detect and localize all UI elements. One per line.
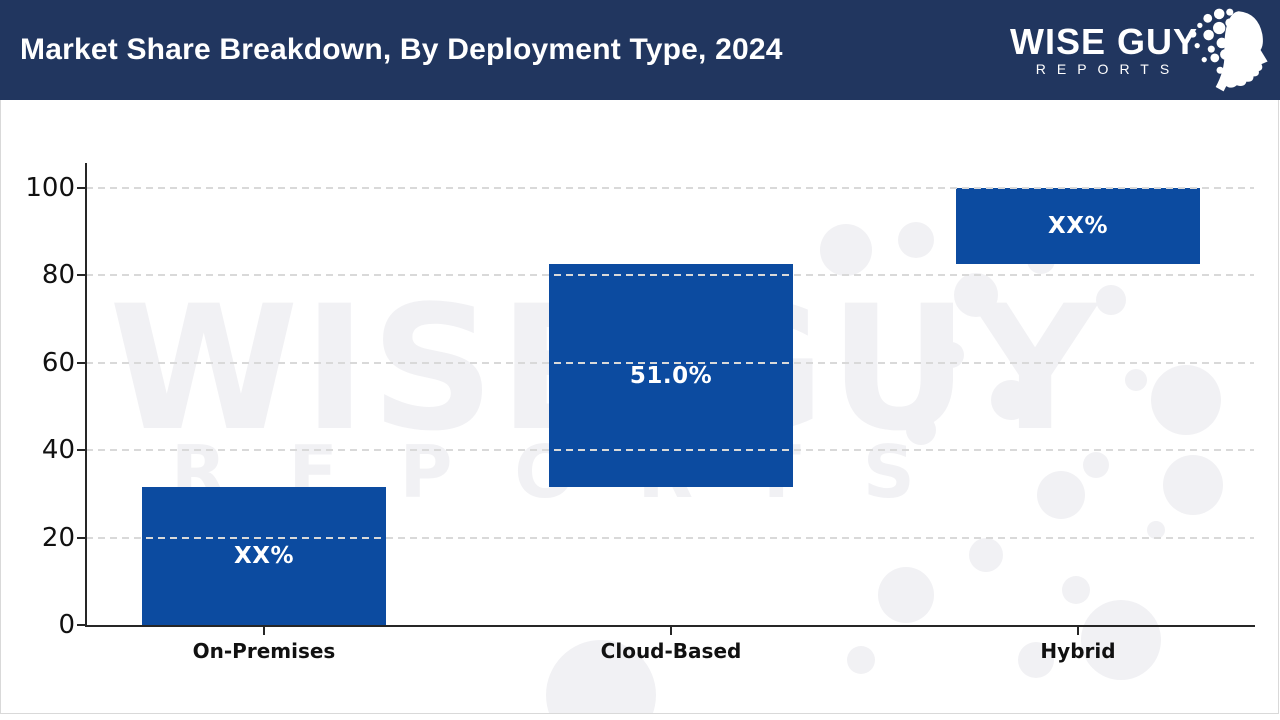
x-tick-label: Cloud-Based bbox=[600, 639, 742, 663]
y-tick-mark bbox=[77, 449, 85, 452]
brand-logo: WISE GUY REPORTS bbox=[1010, 6, 1272, 94]
bar: XX% bbox=[142, 487, 386, 625]
y-tick-label: 60 bbox=[41, 347, 75, 378]
x-tick-mark bbox=[263, 627, 265, 635]
y-tick-label: 20 bbox=[41, 522, 75, 553]
x-tick-label: Hybrid bbox=[1040, 639, 1116, 663]
plot-area: 0 20 40 60 80 100 XX% On-Premises 51.0% Cloud-Bas… bbox=[1, 100, 1278, 713]
y-tick-mark bbox=[77, 536, 85, 539]
gridline bbox=[86, 361, 1254, 364]
y-tick-label: 80 bbox=[41, 260, 75, 291]
y-tick-label: 0 bbox=[58, 610, 75, 640]
bar-value-label: XX% bbox=[233, 543, 294, 570]
x-tick-mark bbox=[670, 627, 672, 635]
brand-subtitle: REPORTS bbox=[1035, 60, 1181, 77]
x-tick-mark bbox=[1077, 627, 1079, 635]
y-tick-label: 100 bbox=[25, 172, 75, 203]
gridline bbox=[86, 536, 1254, 539]
brand-name: WISE GUY bbox=[1009, 20, 1198, 62]
gridline bbox=[86, 274, 1254, 277]
bar-value-label: 51.0% bbox=[629, 362, 713, 389]
chart-canvas: WISE GUY REPORTS 020406080100XX%On-Premi… bbox=[0, 100, 1279, 714]
gridline bbox=[86, 186, 1254, 189]
y-tick-mark bbox=[77, 186, 85, 189]
x-axis-line bbox=[85, 625, 1255, 627]
y-tick-label: 40 bbox=[41, 435, 75, 466]
bar-value-label: XX% bbox=[1047, 212, 1108, 239]
page-title: Market Share Breakdown, By Deployment Ty… bbox=[20, 33, 783, 66]
y-tick-mark bbox=[77, 624, 85, 626]
brand-logo-text: WISE GUY REPORTS bbox=[1009, 20, 1198, 77]
x-tick-label: On-Premises bbox=[192, 639, 336, 663]
y-axis-line bbox=[85, 163, 87, 627]
gridline bbox=[86, 449, 1254, 452]
header: Market Share Breakdown, By Deployment Ty… bbox=[0, 0, 1280, 100]
bar: XX% bbox=[956, 187, 1200, 265]
wise-guy-face-icon bbox=[1189, 8, 1268, 92]
y-tick-mark bbox=[77, 361, 85, 364]
bar: 51.0% bbox=[549, 264, 793, 488]
y-tick-mark bbox=[77, 274, 85, 277]
